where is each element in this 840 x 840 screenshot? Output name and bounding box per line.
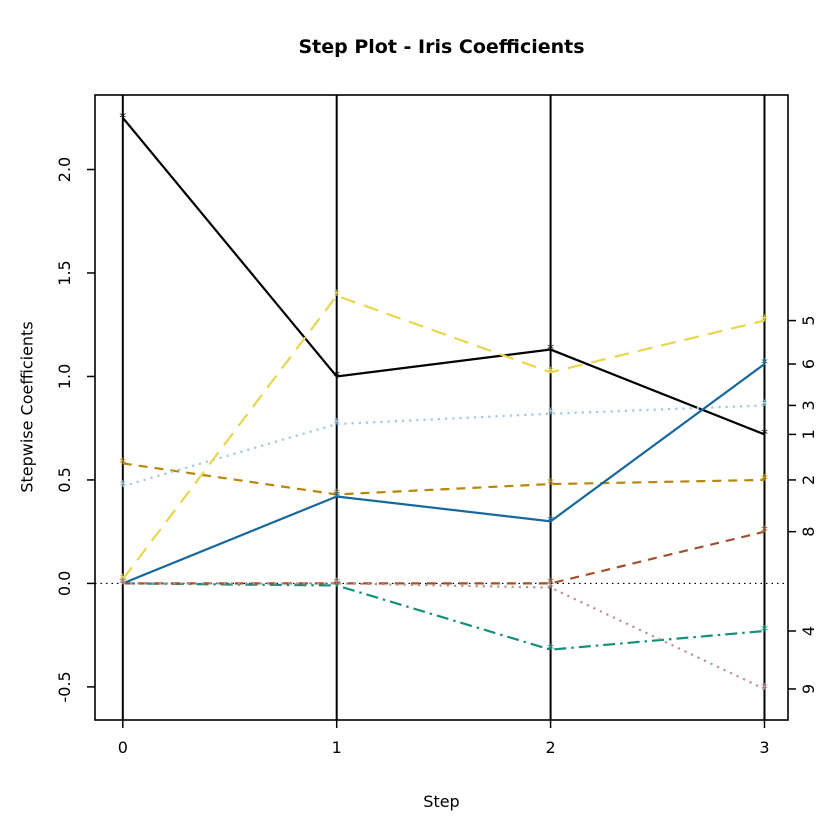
series-marker-2: *: [547, 477, 554, 493]
series-line-5: [121, 294, 765, 580]
right-axis-label: 5: [799, 315, 818, 325]
right-axis-label: 4: [799, 626, 818, 636]
right-axis-label: 2: [799, 475, 818, 485]
x-tick-label: 2: [545, 738, 555, 757]
right-axis-label: 1: [799, 429, 818, 439]
series-marker-4: *: [333, 578, 340, 594]
series-marker-5: *: [333, 288, 340, 304]
x-tick-label: 0: [118, 738, 128, 757]
y-tick-label: 0.0: [55, 571, 74, 596]
series-marker-5: *: [547, 365, 554, 381]
chart-title: Step Plot - Iris Coefficients: [298, 36, 585, 58]
series-marker-8: *: [547, 576, 554, 592]
series-line-1: [121, 117, 765, 436]
series-line-8: [122, 530, 765, 585]
series-marker-3: *: [333, 417, 340, 433]
series-line-9: [122, 582, 765, 690]
series-marker-6: *: [761, 357, 768, 373]
plot-border: [94, 94, 789, 721]
series-marker-2: *: [761, 472, 768, 488]
series-marker-1: *: [547, 342, 554, 358]
y-tick-label: 1.0: [55, 364, 74, 389]
y-tick-label: 2.0: [55, 157, 74, 182]
series-marker-3: *: [761, 398, 768, 414]
series-line-6: [122, 363, 766, 585]
series-marker-2: *: [119, 456, 126, 472]
series-marker-6: *: [547, 514, 554, 530]
series-marker-4: *: [547, 642, 554, 658]
right-axis-label: 6: [799, 359, 818, 369]
y-tick-label: 0.5: [55, 467, 74, 492]
series-marker-1: *: [333, 369, 340, 385]
series-line-2: [122, 462, 765, 496]
series-marker-1: *: [119, 110, 126, 126]
series-marker-4: *: [761, 624, 768, 640]
y-tick-label: 1.5: [55, 260, 74, 285]
series-marker-3: *: [119, 479, 126, 495]
series-marker-9: *: [119, 576, 126, 592]
series-line-4: [122, 582, 765, 651]
series-marker-9: *: [333, 576, 340, 592]
series-marker-9: *: [761, 681, 768, 697]
series-marker-1: *: [761, 427, 768, 443]
y-tick-label: -0.5: [55, 671, 74, 702]
x-tick-label: 3: [759, 738, 769, 757]
series-marker-2: *: [333, 487, 340, 503]
right-axis-label: 9: [799, 684, 818, 694]
series-marker-5: *: [119, 572, 126, 588]
series-marker-8: *: [761, 524, 768, 540]
right-axis-label: 3: [799, 400, 818, 410]
series-line-3: [122, 404, 765, 488]
series-marker-3: *: [547, 406, 554, 422]
series-marker-8: *: [333, 576, 340, 592]
series-marker-6: *: [333, 489, 340, 505]
right-axis-label: 8: [799, 527, 818, 537]
x-tick-label: 1: [332, 738, 342, 757]
series-marker-9: *: [547, 580, 554, 596]
series-marker-5: *: [761, 313, 768, 329]
x-axis-label: Step: [423, 792, 460, 811]
